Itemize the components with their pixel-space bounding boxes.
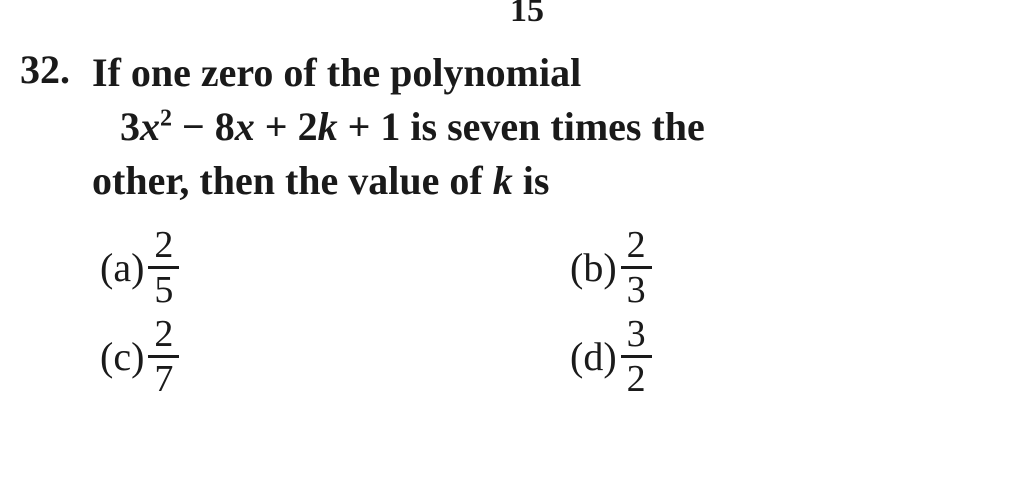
polynomial-expression: 3x2 − 8x + 2k + 1 [120,104,400,149]
question-line-2: 3x2 − 8x + 2k + 1 is seven times the [120,100,972,154]
option-a: (a) 2 5 [100,226,570,309]
top-page-fragment: 15 [510,0,544,30]
question-line-3: other, then the value of k is [92,154,972,208]
option-d-fraction: 3 2 [621,315,652,398]
option-a-denominator: 5 [148,271,179,309]
option-b-fraction: 2 3 [621,226,652,309]
option-a-label: (a) [100,244,144,291]
option-c-label: (c) [100,333,144,380]
top-fragment-text: 15 [510,0,544,29]
options-grid: (a) 2 5 (b) 2 3 [100,226,972,398]
option-d-label: (d) [570,333,617,380]
question-32: 32. If one zero of the polynomial 3x2 − … [20,46,1000,404]
option-d-numerator: 3 [621,315,652,353]
option-b-denominator: 3 [621,271,652,309]
page: 15 32. If one zero of the polynomial 3x2… [0,0,1024,501]
question-line-2-tail: is seven times the [400,104,704,149]
question-line-1: If one zero of the polynomial [92,46,972,100]
question-body: If one zero of the polynomial 3x2 − 8x +… [92,46,972,404]
option-d: (d) 3 2 [570,315,950,398]
option-a-numerator: 2 [148,226,179,264]
option-c-denominator: 7 [148,360,179,398]
option-c-fraction: 2 7 [148,315,179,398]
option-a-fraction: 2 5 [148,226,179,309]
option-c: (c) 2 7 [100,315,570,398]
option-b: (b) 2 3 [570,226,950,309]
question-number: 32. [20,46,88,93]
option-d-denominator: 2 [621,360,652,398]
options-row-1: (a) 2 5 (b) 2 3 [100,226,972,309]
option-c-numerator: 2 [148,315,179,353]
option-b-label: (b) [570,244,617,291]
option-b-numerator: 2 [621,226,652,264]
options-row-2: (c) 2 7 (d) 3 2 [100,315,972,398]
